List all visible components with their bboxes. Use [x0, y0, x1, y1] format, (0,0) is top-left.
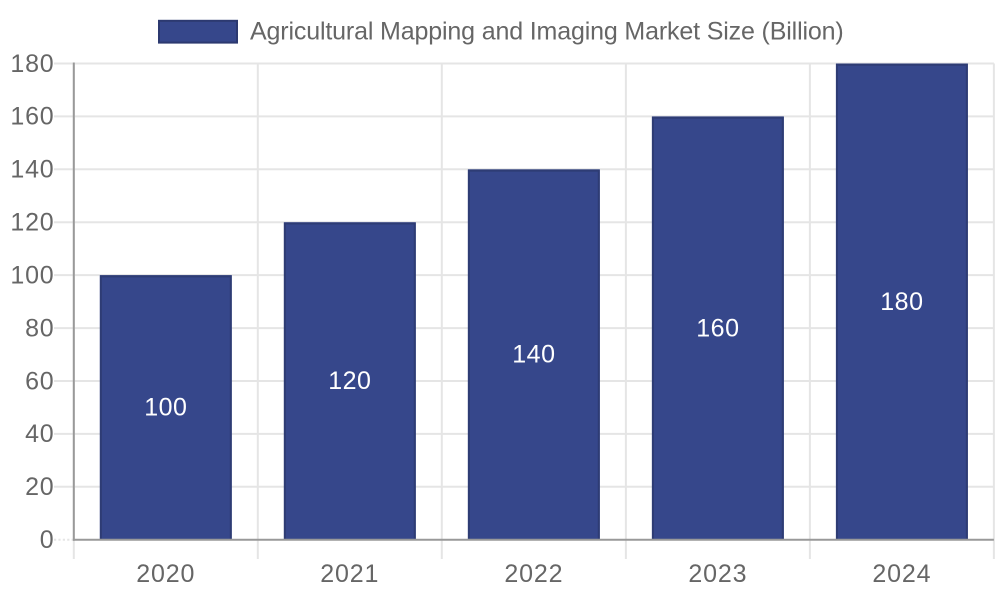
- svg-text:2023: 2023: [688, 560, 747, 588]
- svg-text:140: 140: [512, 341, 555, 369]
- svg-text:160: 160: [10, 103, 54, 131]
- svg-text:160: 160: [696, 314, 739, 342]
- svg-text:60: 60: [25, 367, 54, 395]
- svg-text:140: 140: [10, 156, 54, 184]
- svg-text:120: 120: [328, 367, 371, 395]
- svg-text:80: 80: [25, 314, 54, 342]
- svg-text:Agricultural Mapping and Imagi: Agricultural Mapping and Imaging Market …: [250, 18, 844, 46]
- svg-text:40: 40: [25, 420, 54, 448]
- svg-text:100: 100: [144, 394, 187, 422]
- svg-text:180: 180: [880, 288, 923, 316]
- svg-text:120: 120: [10, 209, 54, 237]
- svg-text:100: 100: [10, 261, 54, 289]
- svg-text:2021: 2021: [320, 560, 379, 588]
- svg-text:180: 180: [10, 50, 54, 78]
- svg-text:2022: 2022: [504, 560, 563, 588]
- svg-text:2024: 2024: [872, 560, 931, 588]
- svg-text:20: 20: [25, 473, 54, 501]
- svg-text:0: 0: [40, 526, 55, 554]
- svg-text:2020: 2020: [136, 560, 195, 588]
